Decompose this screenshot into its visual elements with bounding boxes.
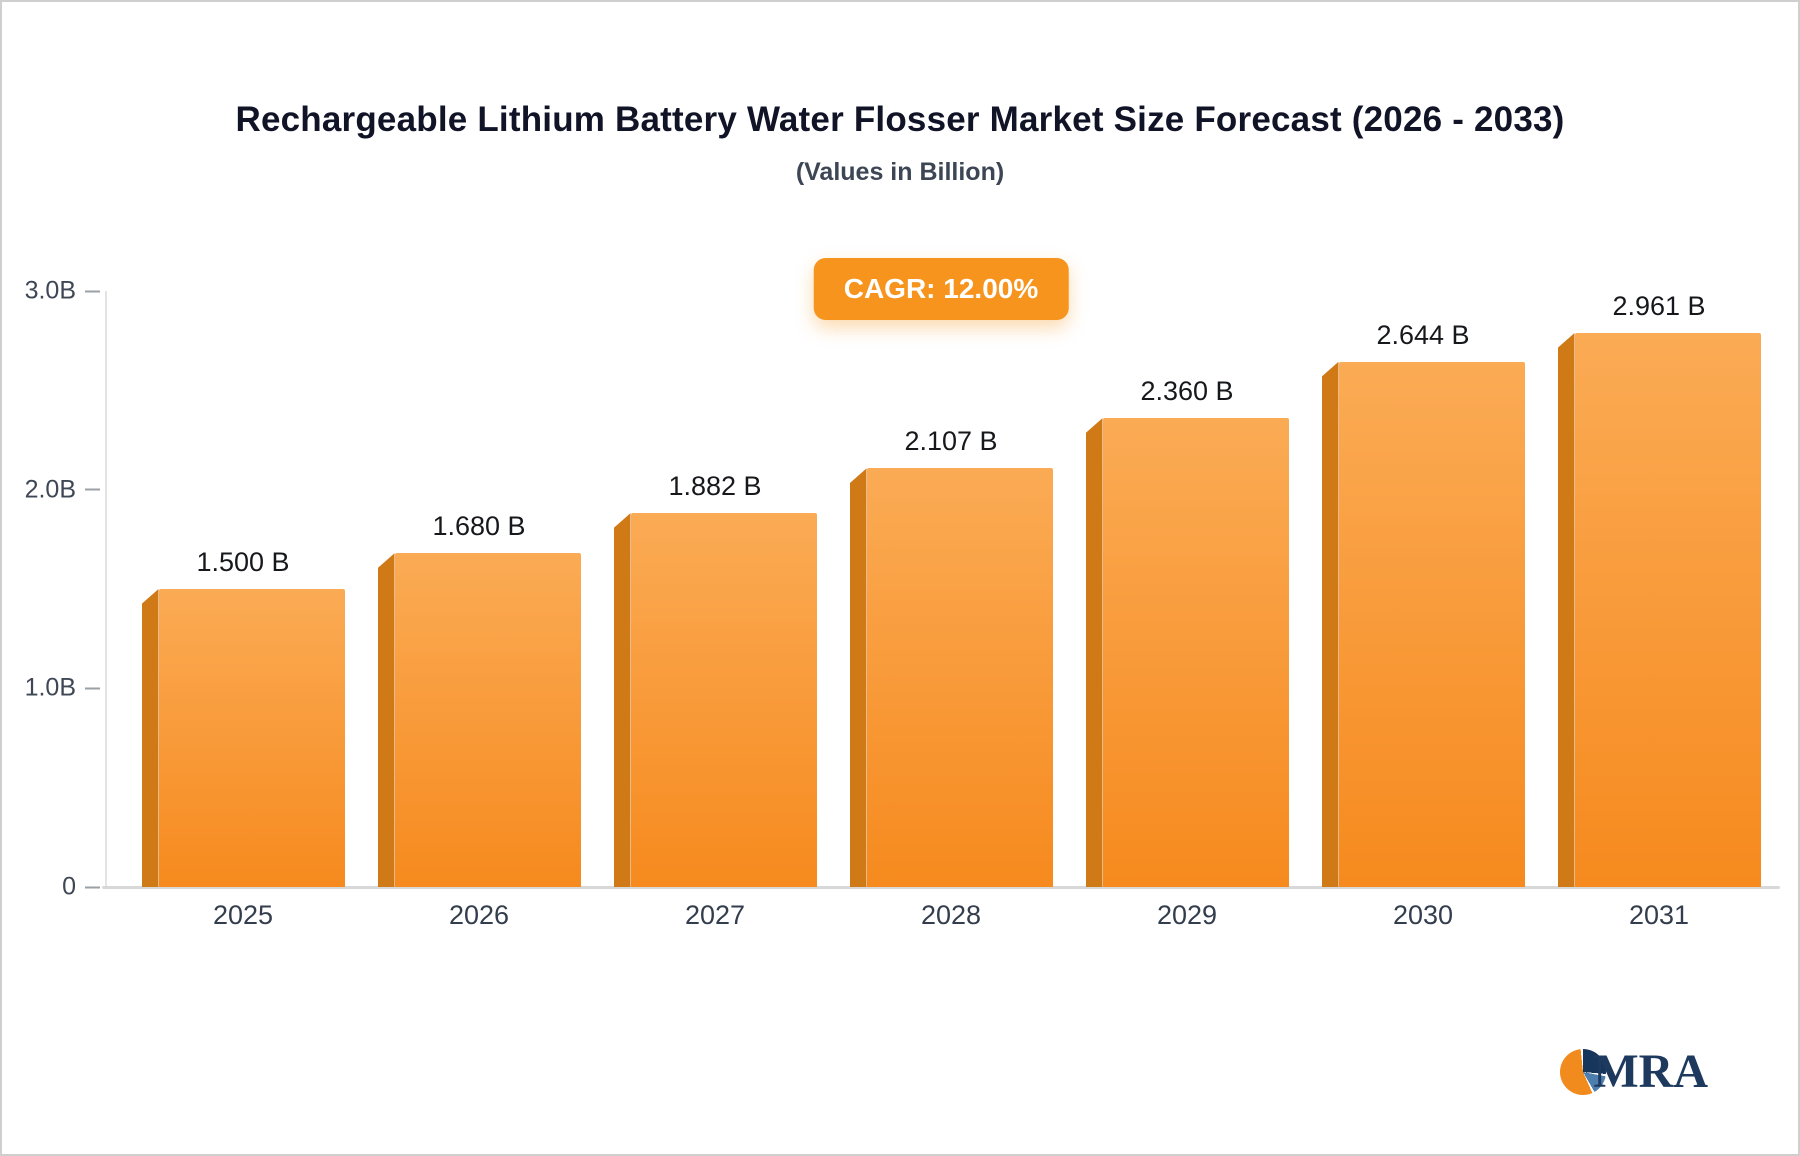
bar-2027[interactable] [613,513,817,887]
chart-title: Rechargeable Lithium Battery Water Floss… [235,100,1565,139]
bar-2031[interactable] [1557,333,1761,887]
x-axis-label: 2025 [212,900,274,930]
bar-value-label: 1.882 B [668,471,762,502]
x-axis-label: 2026 [448,900,510,930]
logo-pie-icon [1560,1048,1607,1095]
y-axis-tick-label: 1.0B [24,673,76,702]
bar-value-label: 2.107 B [904,426,998,457]
bar-2026[interactable] [377,553,581,887]
bar-slot: 1.500 B [125,291,361,887]
y-axis-tick: 3.0B [2,276,100,306]
y-axis-tick-mark [85,290,100,292]
bar-side-shade [377,553,395,887]
bar-value-label: 2.644 B [1376,319,1470,350]
bar-side-shade [1557,333,1575,887]
bar-slot: 2.961 B [1541,291,1777,887]
cagr-badge: CAGR: 12.00% [813,258,1069,320]
y-axis-tick-mark [85,687,100,690]
logo: MRA [1560,1044,1708,1099]
x-axis-baseline [102,886,1780,889]
bar-face [1338,361,1525,887]
bar-face [866,468,1053,887]
bar-2028[interactable] [849,468,1053,887]
bar-value-label: 1.500 B [196,547,290,577]
bar-face [158,589,345,887]
bar-slot: 2.107 B [833,291,1069,887]
bar-side-shade [141,589,159,887]
chart-subtitle: (Values in Billion) [795,158,1005,186]
y-axis-tick: 1.0B [2,673,100,703]
bar-slot: 1.680 B [361,291,597,887]
y-axis-tick-mark [85,488,100,491]
x-axis-label: 2031 [1628,900,1690,930]
y-axis-tick-label: 0 [62,872,76,901]
bar-slot: 1.882 B [597,291,833,887]
bar-side-shade [849,468,867,887]
bar-side-shade [1321,361,1339,887]
bar-face [630,513,817,887]
bar-face [394,553,581,887]
x-axis-label: 2029 [1156,900,1218,930]
y-axis-tick-mark [85,886,100,888]
bar-value-label: 2.360 B [1140,376,1234,407]
chart-header: Rechargeable Lithium Battery Water Floss… [2,2,1798,187]
bar-2030[interactable] [1321,361,1525,887]
bar-face [1102,418,1289,887]
x-axis-label: 2030 [1392,900,1454,930]
bar-value-label: 2.961 B [1612,291,1706,321]
bar-2029[interactable] [1085,418,1289,887]
logo-text: MRA [1593,1045,1708,1098]
y-axis-line [105,291,107,887]
bar-slot: 2.360 B [1069,291,1305,887]
bar-side-shade [613,513,631,887]
y-axis-tick-label: 2.0B [24,475,76,504]
x-axis-label: 2028 [920,900,982,930]
x-axis-label: 2027 [684,900,746,930]
bar-slot: 2.644 B [1305,291,1541,887]
plot-area: 1.500 B 1.680 B 1.882 B 2.107 B 2.360 B 2.644… [125,291,1777,887]
bar-2025[interactable] [141,589,345,887]
x-axis-labels: 2025 2026 2027 2028 2029 2030 2031 [125,900,1777,931]
y-axis-tick: 0 [2,872,100,902]
bar-value-label: 1.680 B [432,511,526,542]
bar-face [1574,333,1761,887]
bar-side-shade [1085,418,1103,887]
y-axis-tick-label: 3.0B [24,276,76,305]
y-axis-tick: 2.0B [2,475,100,504]
